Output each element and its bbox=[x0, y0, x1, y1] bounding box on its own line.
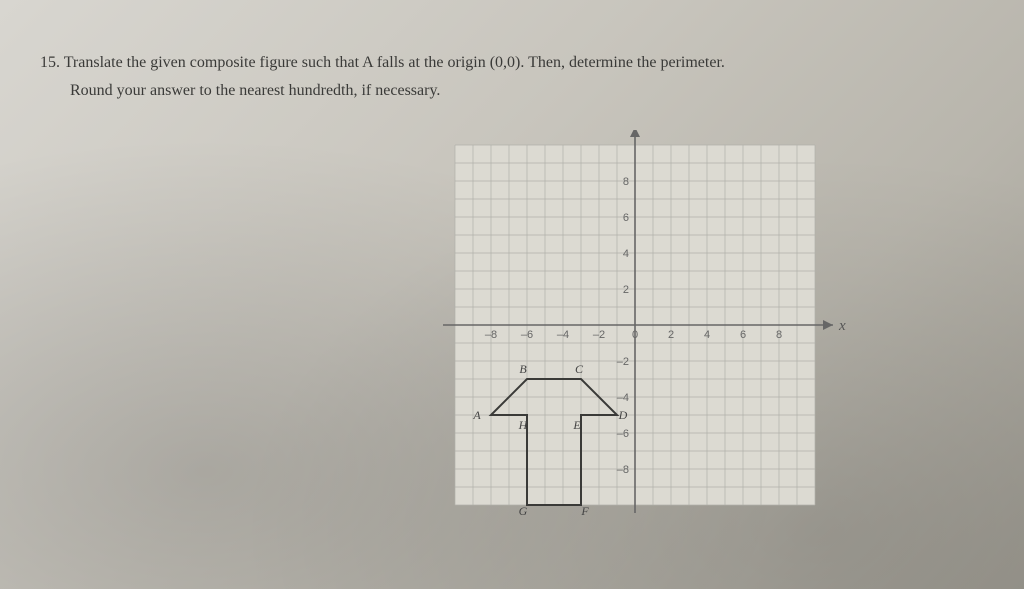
svg-text:6: 6 bbox=[740, 329, 746, 341]
svg-text:–6: –6 bbox=[617, 428, 629, 440]
question-line-2: Round your answer to the nearest hundred… bbox=[70, 78, 984, 104]
svg-text:4: 4 bbox=[623, 248, 629, 260]
svg-text:8: 8 bbox=[623, 176, 629, 188]
svg-text:–8: –8 bbox=[485, 329, 497, 341]
svg-text:6: 6 bbox=[623, 212, 629, 224]
svg-text:A: A bbox=[472, 408, 481, 422]
svg-text:–2: –2 bbox=[593, 329, 605, 341]
svg-text:G: G bbox=[519, 504, 528, 518]
svg-text:4: 4 bbox=[704, 329, 710, 341]
question-block: 15. Translate the given composite figure… bbox=[40, 50, 984, 103]
svg-text:D: D bbox=[618, 408, 628, 422]
svg-text:2: 2 bbox=[623, 284, 629, 296]
svg-text:–8: –8 bbox=[617, 464, 629, 476]
svg-text:–4: –4 bbox=[557, 329, 569, 341]
svg-text:H: H bbox=[518, 418, 529, 432]
svg-text:–2: –2 bbox=[617, 356, 629, 368]
question-text-1: Translate the given composite figure suc… bbox=[64, 54, 725, 71]
coordinate-graph: –8–6–4–202468–8–6–4–22468xyABCDEFGH bbox=[420, 130, 850, 550]
svg-text:x: x bbox=[838, 318, 846, 334]
svg-text:E: E bbox=[572, 418, 581, 432]
svg-text:–6: –6 bbox=[521, 329, 533, 341]
svg-text:B: B bbox=[519, 362, 527, 376]
svg-text:–4: –4 bbox=[617, 392, 629, 404]
question-line-1: 15. Translate the given composite figure… bbox=[40, 50, 984, 76]
svg-text:2: 2 bbox=[668, 329, 674, 341]
question-number: 15. bbox=[40, 54, 60, 71]
svg-text:C: C bbox=[575, 362, 584, 376]
svg-text:8: 8 bbox=[776, 329, 782, 341]
svg-text:0: 0 bbox=[632, 329, 638, 341]
graph-svg: –8–6–4–202468–8–6–4–22468xyABCDEFGH bbox=[420, 130, 850, 550]
svg-text:F: F bbox=[580, 504, 589, 518]
